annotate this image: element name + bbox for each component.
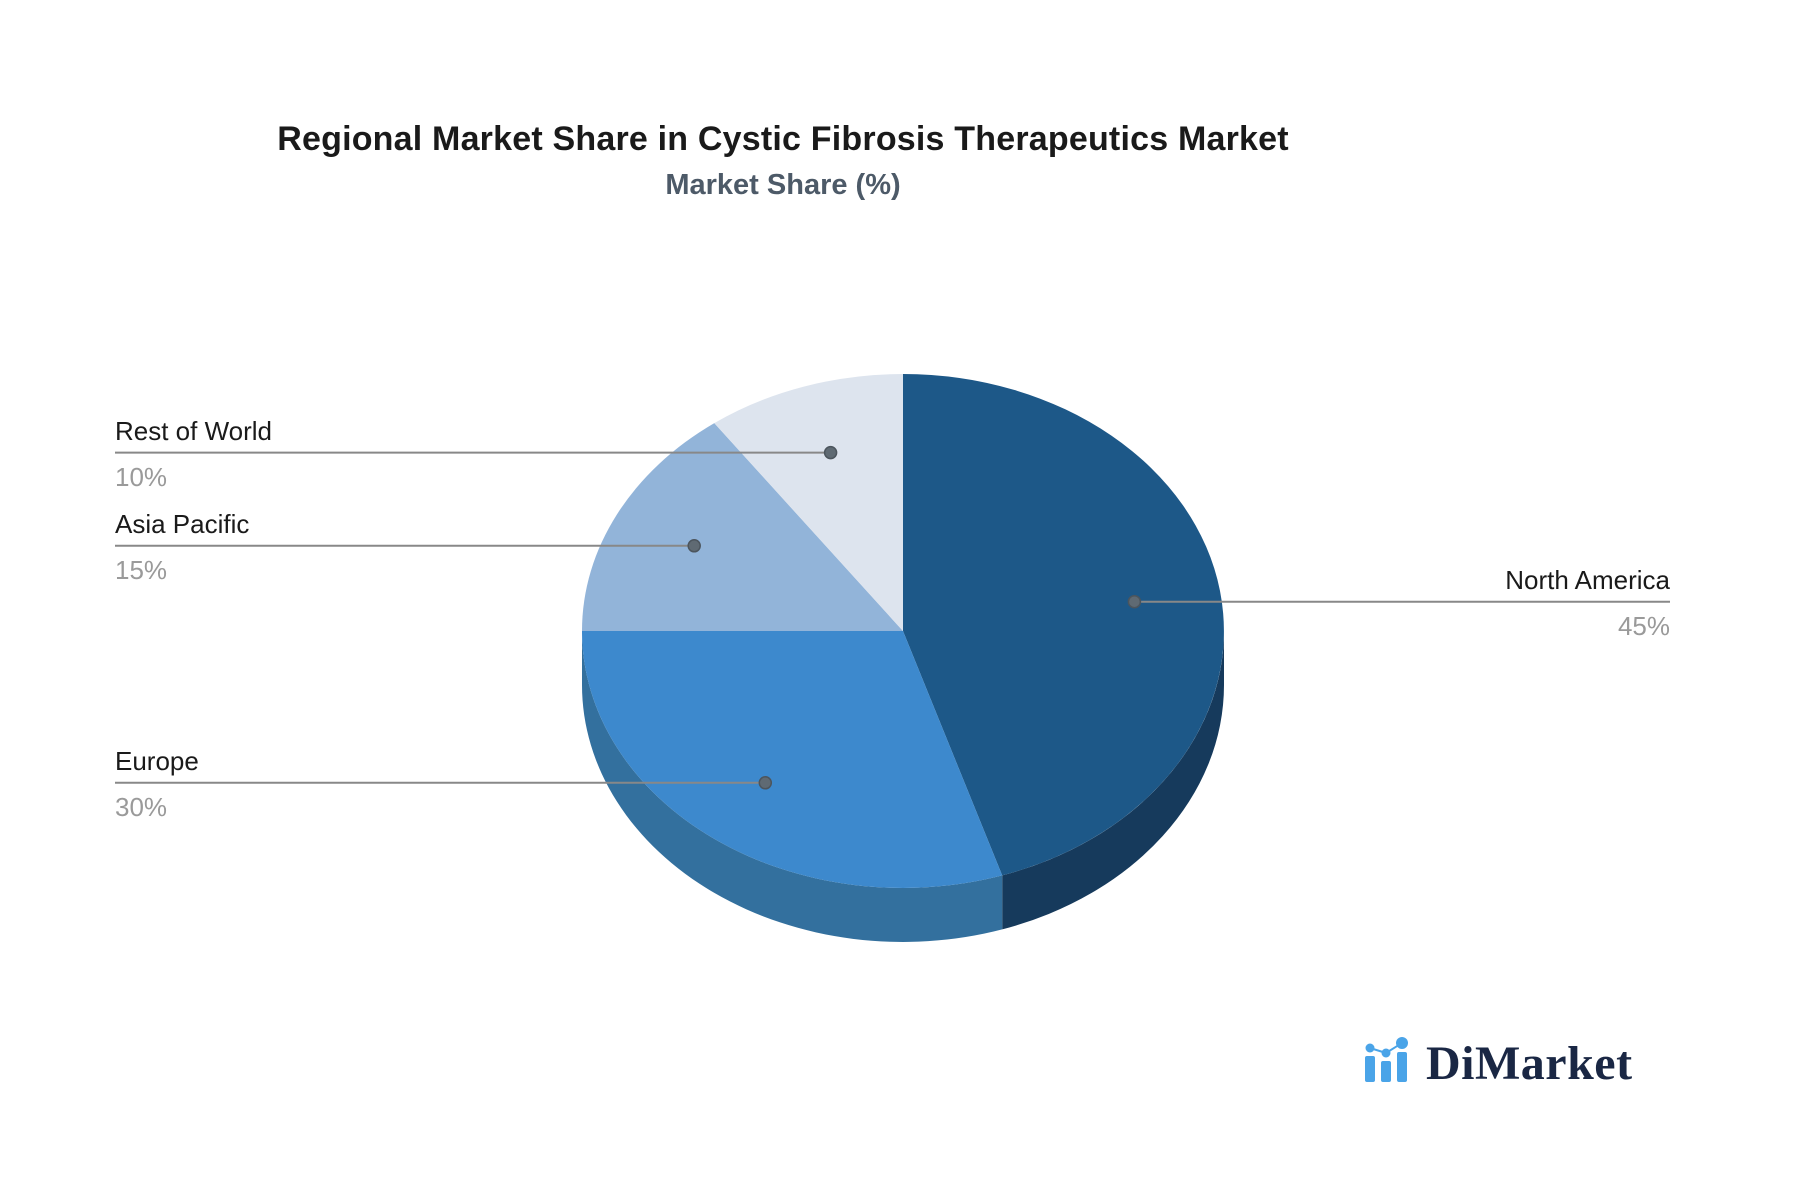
leader-dot-north-america: [1127, 594, 1142, 609]
leader-dot-europe: [758, 776, 773, 790]
chart-subtitle: Market Share (%): [665, 169, 901, 201]
brand-dot: [1365, 1043, 1375, 1053]
leader-dot-rest-of-world: [823, 445, 838, 460]
slice-value-europe: 30%: [115, 791, 168, 822]
pie-slice-europe: [582, 631, 1003, 888]
leader-dot-asia-pacific: [687, 539, 701, 553]
brand-dot: [1381, 1048, 1391, 1058]
pie-slice-side-north-america: [1002, 631, 1224, 930]
slice-label-asia-pacific: Asia Pacific: [115, 508, 250, 539]
brand-bar: [1397, 1052, 1407, 1082]
slice-value-asia-pacific: 15%: [115, 554, 168, 585]
brand-dot: [1396, 1037, 1408, 1049]
brand-name: DiMarket: [1426, 1037, 1633, 1090]
slice-label-europe: Europe: [115, 745, 199, 776]
slice-value-north-america: 45%: [1617, 610, 1670, 641]
slice-label-rest-of-world: Rest of World: [115, 415, 273, 446]
pie-slice-asia-pacific: [582, 423, 903, 631]
pie-slice-rest-of-world: [714, 374, 903, 631]
pie-slice-side-europe: [582, 631, 1003, 942]
chart-title: Regional Market Share in Cystic Fibrosis…: [277, 120, 1289, 158]
slice-value-rest-of-world: 10%: [115, 461, 168, 492]
brand-bar: [1365, 1056, 1375, 1082]
pie-slice-north-america: [903, 374, 1224, 876]
slice-label-north-america: North America: [1505, 564, 1670, 595]
brand-bar: [1381, 1061, 1391, 1082]
bar-line-chart-icon: [1365, 1037, 1408, 1082]
brand-logo: DiMarket: [1363, 1036, 1633, 1088]
